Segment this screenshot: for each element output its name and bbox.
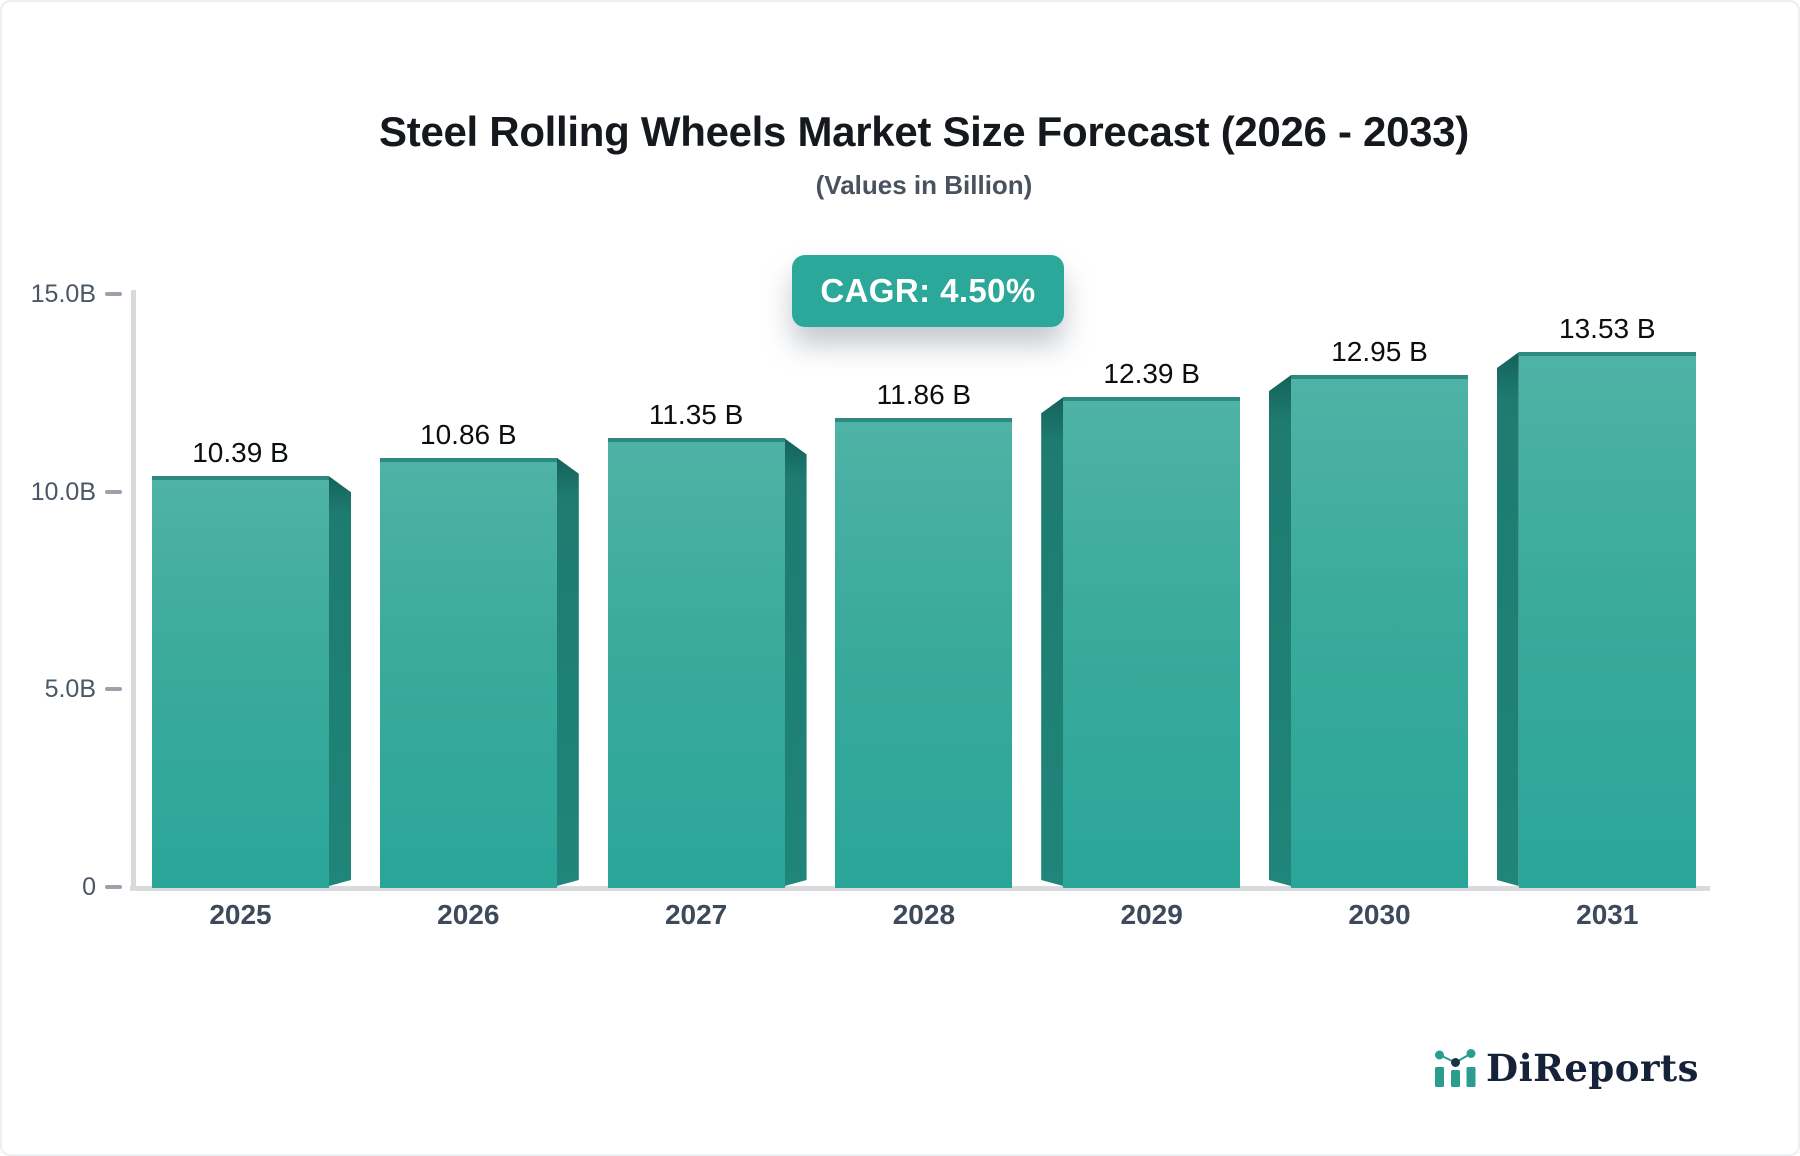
bar-value-label: 10.39 B xyxy=(192,437,289,469)
bar-2026 xyxy=(379,457,557,888)
x-axis-label: 2031 xyxy=(1576,899,1639,930)
bar-2025 xyxy=(152,476,329,888)
x-axis-label: 2027 xyxy=(664,899,728,930)
chart-title: Steel Rolling Wheels Market Size Forecas… xyxy=(379,108,1469,155)
bar-3d-side xyxy=(1497,352,1519,886)
y-tick-mark xyxy=(105,687,122,692)
bar-3d-side xyxy=(329,476,351,886)
x-axis-label: 2028 xyxy=(892,899,956,930)
bar-value-label: 11.86 B xyxy=(876,379,972,411)
bar-chart-logo-icon xyxy=(1435,1049,1476,1087)
bar-2029 xyxy=(1063,397,1241,888)
y-tick-label: 15.0B xyxy=(30,280,96,309)
bar-3d-side xyxy=(1269,375,1291,886)
x-axis-label: 2026 xyxy=(437,899,500,930)
cagr-badge-label: CAGR: 4.50% xyxy=(820,272,1036,309)
x-axis-line xyxy=(130,886,1710,891)
x-axis-label: 2029 xyxy=(1120,899,1183,930)
y-tick-label: 5.0B xyxy=(44,675,96,704)
y-axis-line xyxy=(131,290,136,890)
chart-subtitle: (Values in Billion) xyxy=(815,170,1033,200)
bar-value-label: 12.95 B xyxy=(1331,336,1428,368)
bar-value-label: 10.86 B xyxy=(420,418,517,450)
bar-3d-side xyxy=(557,458,579,886)
y-tick-mark xyxy=(105,885,122,889)
bar-value-label: 11.35 B xyxy=(648,399,744,431)
bar-2030 xyxy=(1291,375,1468,888)
bar-value-label: 12.39 B xyxy=(1103,358,1200,390)
bar-2028 xyxy=(835,418,1013,888)
bar-2027 xyxy=(607,438,785,888)
x-axis-label: 2025 xyxy=(209,899,272,930)
bar-3d-side xyxy=(785,438,807,886)
brand-name: DiReports xyxy=(1486,1046,1699,1091)
y-tick-label: 0 xyxy=(82,873,96,901)
brand-logo: DiReports xyxy=(1432,1040,1699,1090)
bar-value-label: 13.53 B xyxy=(1559,313,1656,345)
y-tick-label: 10.0B xyxy=(30,477,96,506)
y-tick-mark xyxy=(105,489,122,494)
cagr-badge: CAGR: 4.50% xyxy=(792,255,1064,327)
bar-2031 xyxy=(1518,352,1696,888)
x-axis-label: 2030 xyxy=(1348,899,1411,930)
y-tick-mark xyxy=(105,292,122,297)
bar-3d-side xyxy=(1041,397,1063,886)
